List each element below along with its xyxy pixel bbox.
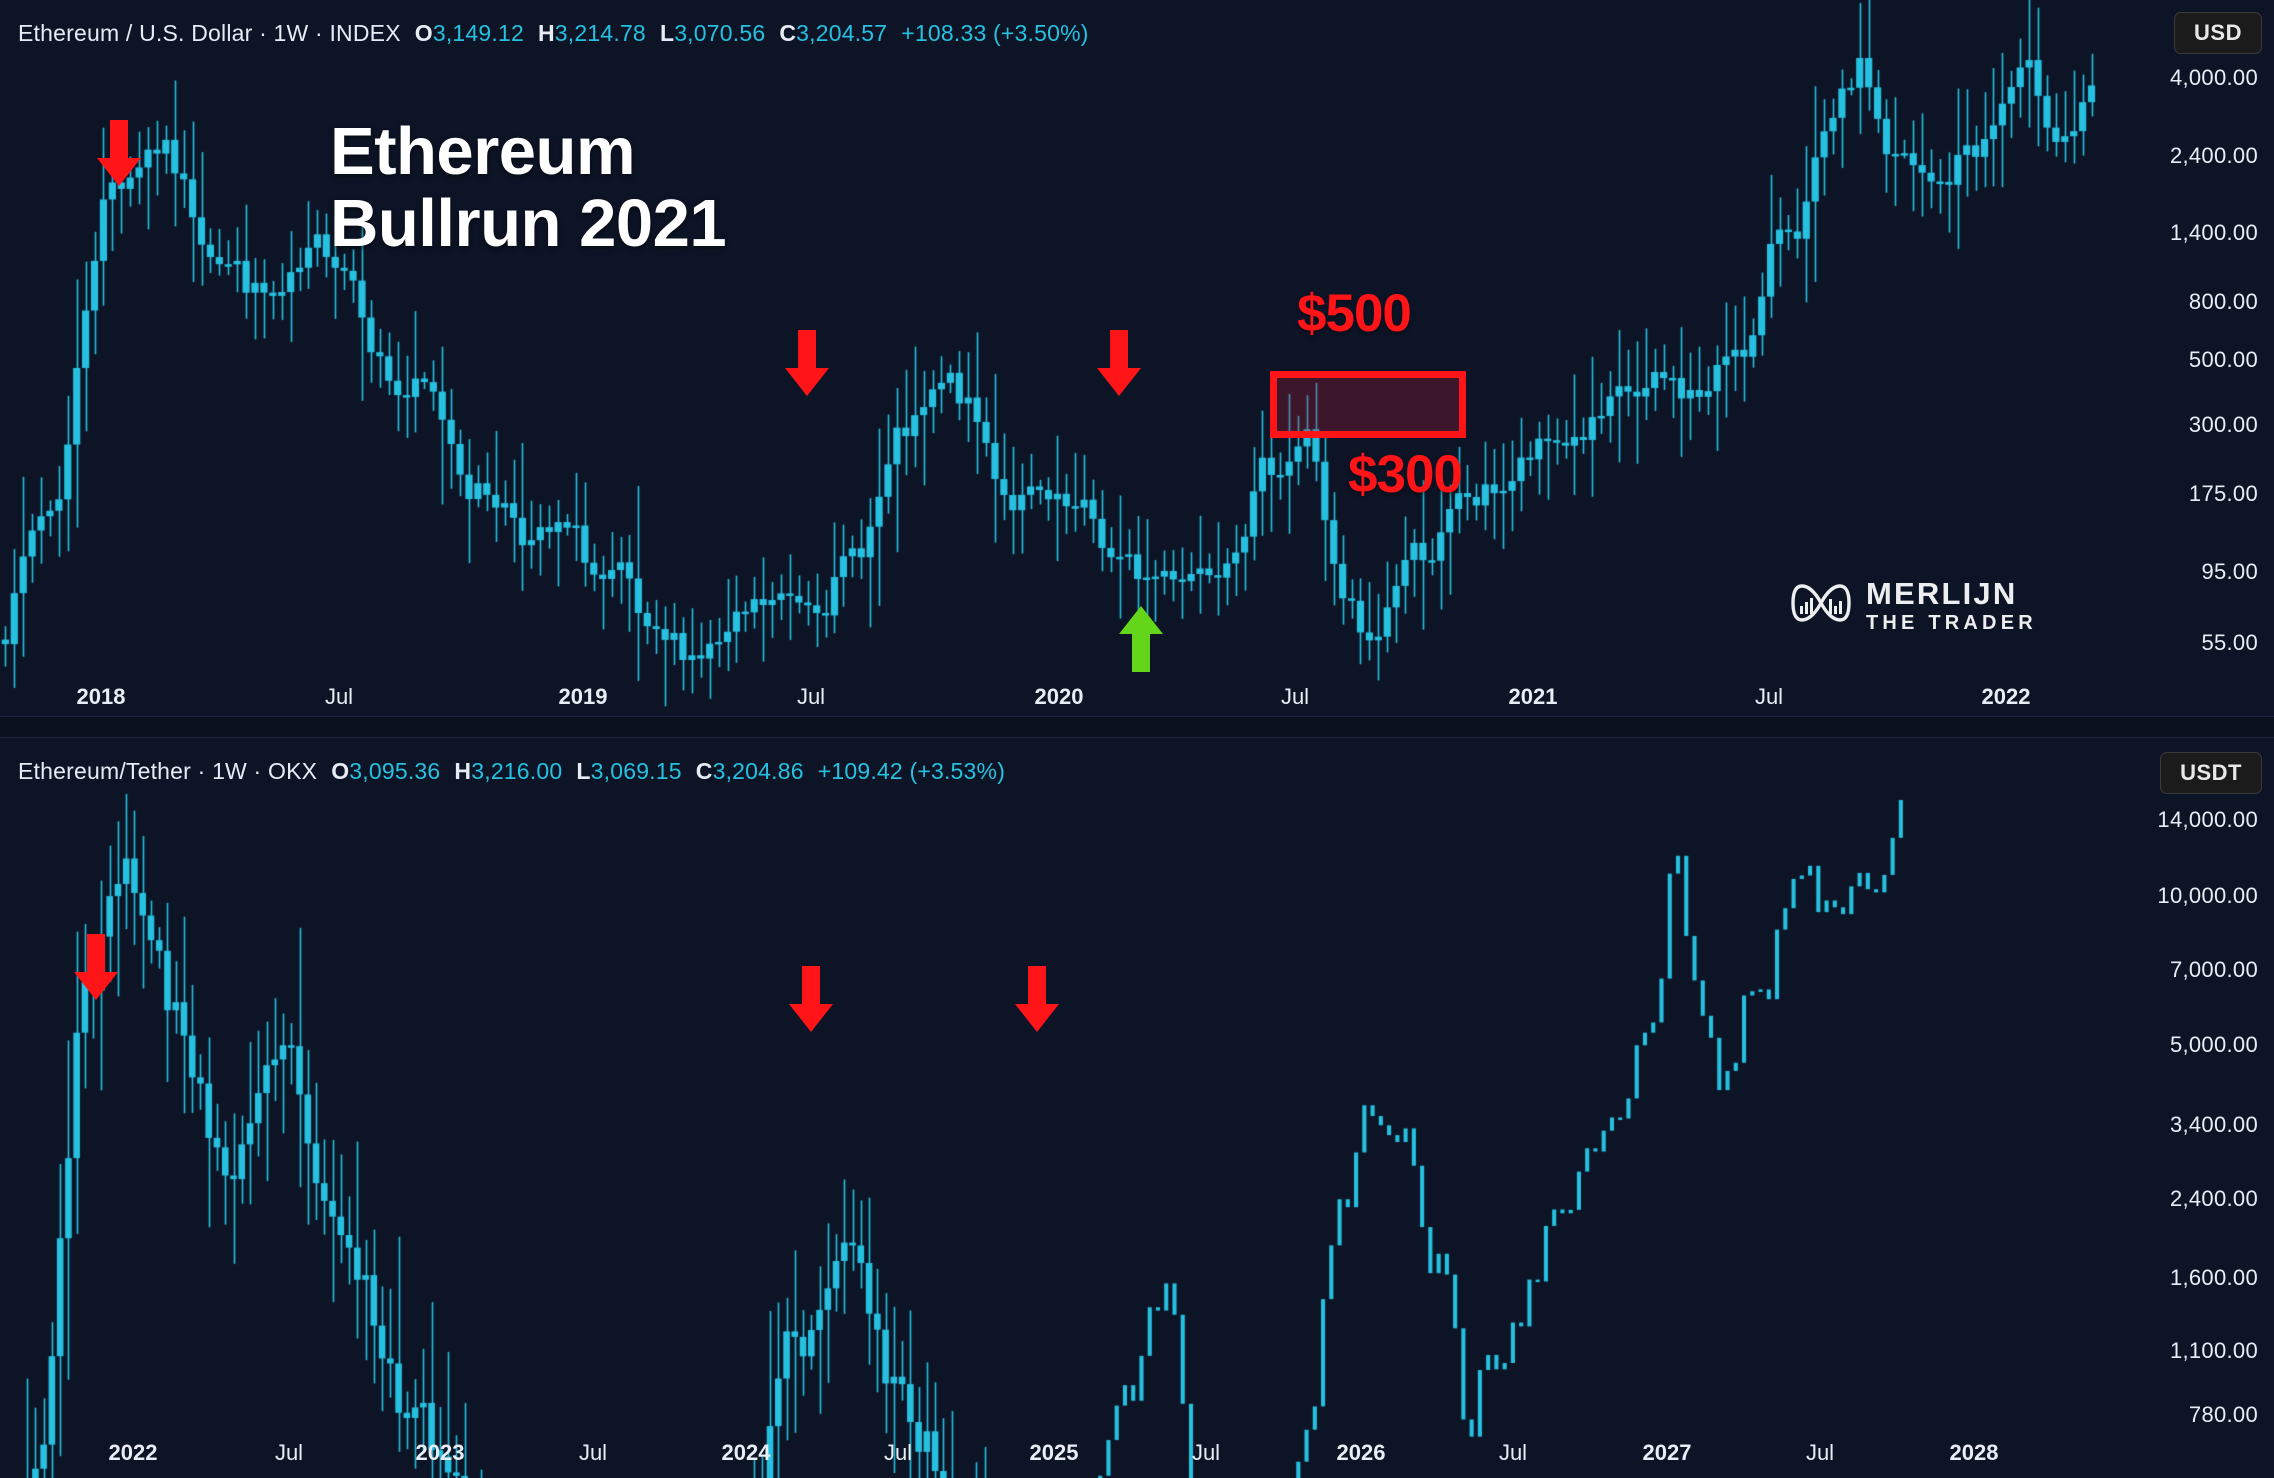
time-tick: 2019: [558, 684, 608, 709]
down-arrow-marker-2: [787, 966, 835, 1032]
watermark-tagline: THE TRADER: [1866, 612, 2037, 634]
legend-change: +108.33 (+3.50%): [901, 20, 1089, 46]
time-tick: 2022: [1981, 684, 2031, 709]
watermark-merlijn-the-trader: MERLIJN THE TRADER: [1790, 578, 2037, 633]
chart-legend-ethusd: Ethereum / U.S. Dollar · 1W · INDEX O3,14…: [18, 20, 1089, 47]
time-tick: 2028: [1949, 1440, 1999, 1465]
price-tick: 800.00: [2188, 289, 2258, 314]
legend-low-value: 3,070.56: [674, 20, 766, 46]
legend-close-value: 3,204.86: [712, 758, 804, 784]
time-tick: Jul: [796, 684, 826, 709]
price-tick: 3,400.00: [2169, 1112, 2258, 1137]
time-tick: Jul: [324, 684, 354, 709]
range-lower-price-label: $300: [1348, 445, 1463, 504]
price-tick: 5,000.00: [2169, 1032, 2258, 1057]
legend-open-key: O: [331, 758, 350, 784]
legend-symbol: Ethereum/Tether · 1W · OKX: [18, 758, 318, 784]
time-tick: 2022: [108, 1440, 158, 1465]
time-tick: 2021: [1508, 684, 1558, 709]
price-tick: 1,600.00: [2169, 1265, 2258, 1290]
legend-high-key: H: [454, 758, 472, 784]
down-arrow-marker-3: [1013, 966, 1061, 1032]
time-tick: 2020: [1034, 684, 1084, 709]
merlijn-infinity-logo-icon: [1790, 582, 1852, 629]
legend-low-key: L: [659, 20, 675, 46]
time-tick: 2027: [1642, 1440, 1692, 1465]
legend-close-key: C: [695, 758, 713, 784]
legend-low-value: 3,069.15: [590, 758, 682, 784]
price-tick: 55.00: [2201, 630, 2258, 655]
price-tick: 95.00: [2201, 559, 2258, 584]
time-tick: Jul: [1280, 684, 1310, 709]
price-tick: 175.00: [2188, 481, 2258, 506]
currency-badge-usd[interactable]: USD: [2174, 12, 2262, 54]
time-tick: Jul: [1498, 1440, 1528, 1465]
legend-open-value: 3,095.36: [349, 758, 441, 784]
down-arrow-marker-1: [95, 120, 143, 186]
legend-close-value: 3,204.57: [796, 20, 888, 46]
down-arrow-marker-3: [1095, 330, 1143, 396]
chart-panel-ethusd[interactable]: Ethereum / U.S. Dollar · 1W · INDEX O3,14…: [0, 0, 2274, 722]
time-tick: Jul: [578, 1440, 608, 1465]
price-tick: 300.00: [2188, 412, 2258, 437]
candlestick-series-ethusdt: [0, 738, 2274, 1478]
price-tick: 7,000.00: [2169, 957, 2258, 982]
time-tick: Jul: [1191, 1440, 1221, 1465]
time-tick: 2023: [415, 1440, 465, 1465]
legend-high-value: 3,214.78: [554, 20, 646, 46]
price-axis-usd[interactable]: USD 4,000.00 2,400.00 1,400.00 800.00 500.00…: [2106, 0, 2274, 722]
legend-change: +109.42 (+3.53%): [817, 758, 1006, 784]
price-tick: 14,000.00: [2157, 807, 2258, 832]
time-tick: 2026: [1336, 1440, 1386, 1465]
legend-open-key: O: [414, 20, 433, 46]
price-tick: 780.00: [2188, 1402, 2258, 1427]
currency-badge-usdt[interactable]: USDT: [2160, 752, 2262, 794]
time-tick: 2018: [76, 684, 126, 709]
down-arrow-marker-1: [72, 934, 120, 1000]
time-tick: Jul: [1805, 1440, 1835, 1465]
down-arrow-marker-2: [783, 330, 831, 396]
headline-line-2: Bullrun 2021: [330, 186, 727, 262]
legend-high-key: H: [537, 20, 555, 46]
time-tick: 2024: [721, 1440, 771, 1465]
legend-low-key: L: [576, 758, 591, 784]
time-axis-bottom[interactable]: 2022 Jul 2023 Jul 2024 Jul 2025 Jul 2026 Jul 2027 J…: [0, 1422, 2274, 1478]
time-tick: 2025: [1029, 1440, 1079, 1465]
price-tick: 2,400.00: [2169, 1186, 2258, 1211]
legend-symbol: Ethereum / U.S. Dollar · 1W · INDEX: [18, 20, 401, 46]
time-tick: Jul: [1754, 684, 1784, 709]
price-range-box-2021: [1270, 371, 1466, 438]
watermark-brand: MERLIJN: [1866, 576, 2018, 611]
price-tick: 1,100.00: [2169, 1338, 2258, 1363]
chart-legend-ethusdt: Ethereum/Tether · 1W · OKX O3,095.36 H3,21…: [18, 758, 1005, 785]
price-tick: 1,400.00: [2169, 220, 2258, 245]
range-upper-price-label: $500: [1297, 284, 1412, 343]
up-arrow-marker-bottom: [1117, 606, 1165, 672]
price-tick: 4,000.00: [2169, 65, 2258, 90]
chart-headline-2021: Ethereum Bullrun 2021: [330, 114, 727, 262]
price-axis-usdt[interactable]: USDT 14,000.00 10,000.00 7,000.00 5,000.00 3…: [2106, 738, 2274, 1478]
time-tick: Jul: [274, 1440, 304, 1465]
price-tick: 500.00: [2188, 347, 2258, 372]
price-tick: 10,000.00: [2157, 883, 2258, 908]
time-tick: Jul: [883, 1440, 913, 1465]
legend-high-value: 3,216.00: [471, 758, 563, 784]
time-axis-top[interactable]: 2018 Jul 2019 Jul 2020 Jul 2021 Jul 2022: [0, 666, 2274, 722]
chart-panel-ethusdt[interactable]: Ethereum/Tether · 1W · OKX O3,095.36 H3,21…: [0, 738, 2274, 1478]
candlestick-series-ethusd: [0, 0, 2274, 722]
legend-open-value: 3,149.12: [432, 20, 524, 46]
headline-line-1: Ethereum: [330, 114, 636, 189]
price-tick: 2,400.00: [2169, 143, 2258, 168]
legend-close-key: C: [779, 20, 797, 46]
